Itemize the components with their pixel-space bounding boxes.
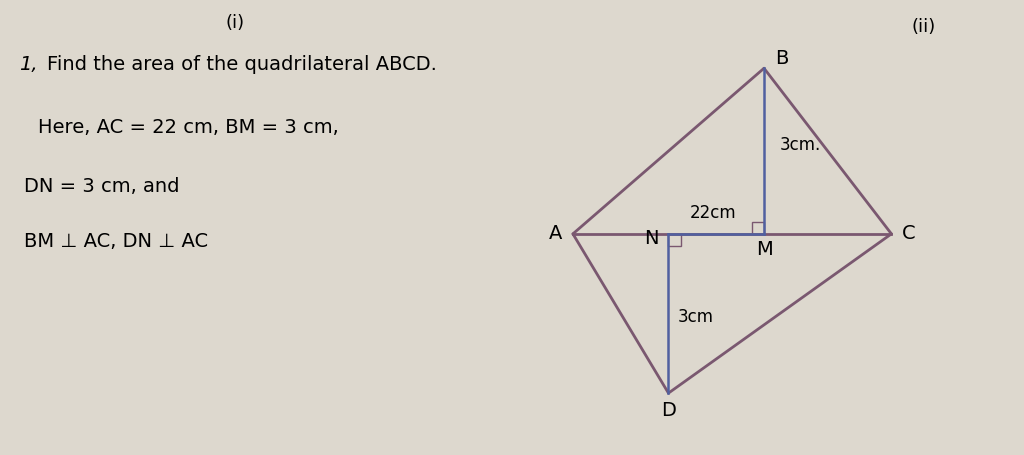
- Text: (ii): (ii): [911, 18, 936, 36]
- Text: BM ⊥ AC, DN ⊥ AC: BM ⊥ AC, DN ⊥ AC: [24, 232, 208, 251]
- Text: 3cm: 3cm: [678, 308, 714, 326]
- Text: M: M: [756, 240, 772, 258]
- Text: C: C: [902, 224, 915, 243]
- Text: (i): (i): [226, 14, 245, 32]
- Text: A: A: [549, 224, 562, 243]
- Text: Find the area of the quadrilateral ABCD.: Find the area of the quadrilateral ABCD.: [47, 55, 437, 74]
- Bar: [669, 234, 681, 246]
- Text: 1,: 1,: [18, 55, 38, 74]
- Text: DN = 3 cm, and: DN = 3 cm, and: [24, 177, 179, 197]
- Text: 3cm.: 3cm.: [780, 136, 821, 154]
- Text: 22cm: 22cm: [690, 204, 736, 222]
- Text: D: D: [662, 401, 676, 420]
- Text: Here, AC = 22 cm, BM = 3 cm,: Here, AC = 22 cm, BM = 3 cm,: [38, 118, 339, 137]
- Text: B: B: [775, 49, 788, 68]
- Text: N: N: [644, 229, 658, 248]
- Bar: [752, 222, 764, 234]
